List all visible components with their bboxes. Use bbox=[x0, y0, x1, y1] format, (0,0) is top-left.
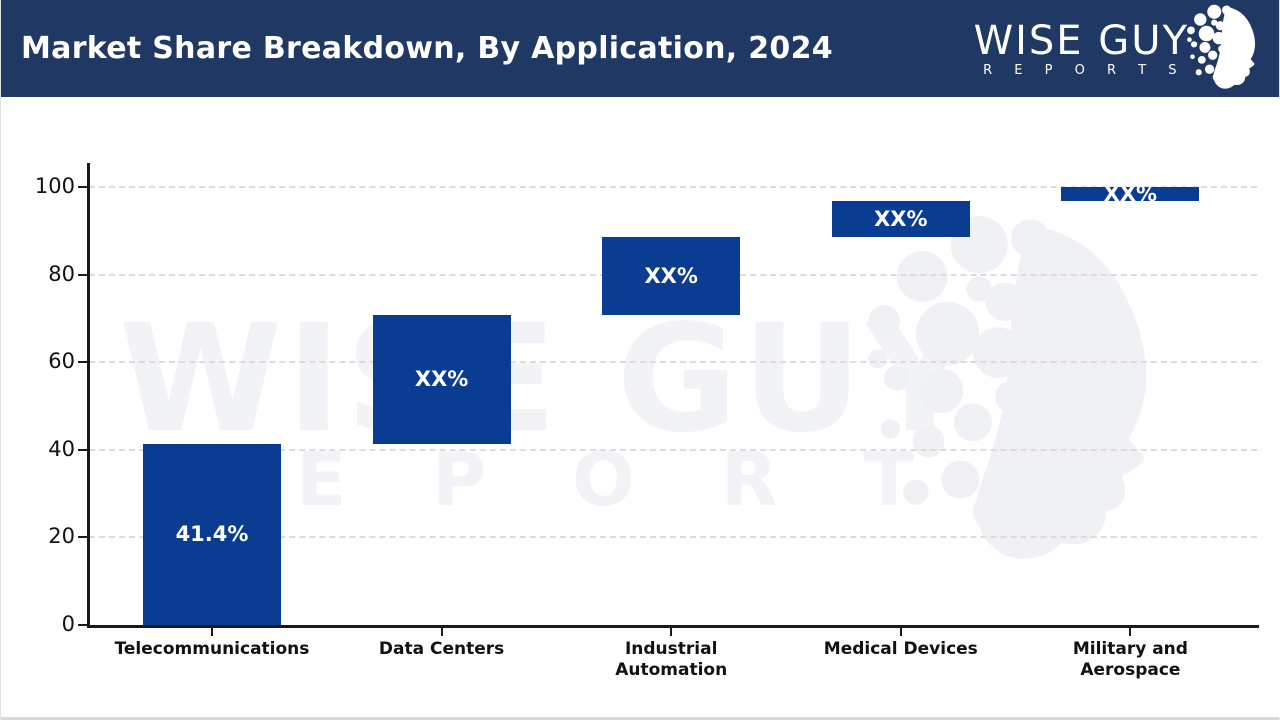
bar-value-label: XX% bbox=[874, 206, 928, 231]
logo-brand-subtitle: R E P O R T S bbox=[983, 62, 1186, 78]
header: Market Share Breakdown, By Application, … bbox=[1, 0, 1279, 97]
gridline bbox=[89, 361, 1257, 364]
x-tick-mark bbox=[670, 628, 673, 636]
x-tick-label: Medical Devices bbox=[823, 639, 978, 659]
y-tick-mark bbox=[78, 536, 87, 539]
x-tick-mark bbox=[211, 628, 213, 636]
x-tick-label: Data Centers bbox=[378, 639, 505, 659]
bar-data-centers: XX% bbox=[372, 314, 511, 444]
x-tick-mark bbox=[440, 628, 443, 636]
logo-brand-name: WISE GUY bbox=[973, 17, 1189, 64]
logo-text: WISE GUY R E P O R T S bbox=[974, 20, 1189, 78]
x-tick-mark bbox=[1129, 628, 1132, 636]
x-tick-mark bbox=[899, 628, 902, 636]
bar-value-label: 41.4% bbox=[175, 522, 249, 547]
bar-industrial-automation: XX% bbox=[602, 236, 741, 315]
watermark-reports-text: R E P O R T S bbox=[153, 437, 1084, 523]
page-title: Market Share Breakdown, By Application, … bbox=[21, 31, 833, 66]
y-tick-label: 100 bbox=[34, 174, 75, 198]
y-tick-label: 60 bbox=[48, 349, 75, 374]
bar-medical-devices: XX% bbox=[831, 201, 970, 237]
bar-value-label: XX% bbox=[644, 263, 698, 288]
y-axis-line bbox=[87, 163, 90, 628]
bar-military-and-aerospace: XX% bbox=[1061, 182, 1200, 206]
gridline bbox=[89, 186, 1257, 188]
gridline bbox=[89, 448, 1257, 451]
y-tick-label: 80 bbox=[48, 261, 75, 286]
x-tick-label: Telecommunications bbox=[114, 639, 310, 659]
y-tick-mark bbox=[78, 186, 87, 188]
page-bottom-border bbox=[1, 717, 1279, 720]
bar-value-label: XX% bbox=[1103, 182, 1158, 207]
y-tick-label: 20 bbox=[48, 524, 75, 549]
bar-telecommunications: 41.4% bbox=[143, 443, 281, 625]
y-tick-mark bbox=[78, 448, 87, 451]
x-axis-line bbox=[87, 625, 1259, 628]
wiseguy-logo: WISE GUY R E P O R T S bbox=[974, 4, 1265, 94]
watermark-brand-text: WISE GUY bbox=[119, 293, 978, 465]
chart-area: WISE GUY R E P O R T S 0 20 40 60 80 100 41.4%… bbox=[1, 97, 1280, 718]
head-profile-icon bbox=[1179, 4, 1265, 94]
bar-value-label: XX% bbox=[414, 367, 469, 392]
gridline bbox=[89, 536, 1257, 539]
y-tick-label: 40 bbox=[48, 436, 75, 461]
head-profile-watermark-icon bbox=[843, 213, 1179, 581]
y-tick-mark bbox=[78, 624, 87, 626]
y-tick-mark bbox=[78, 273, 87, 276]
y-tick-label: 0 bbox=[61, 612, 75, 636]
y-tick-mark bbox=[78, 361, 87, 364]
x-tick-label: Military and Aerospace bbox=[1072, 639, 1188, 681]
x-tick-label: Industrial Automation bbox=[615, 639, 728, 681]
